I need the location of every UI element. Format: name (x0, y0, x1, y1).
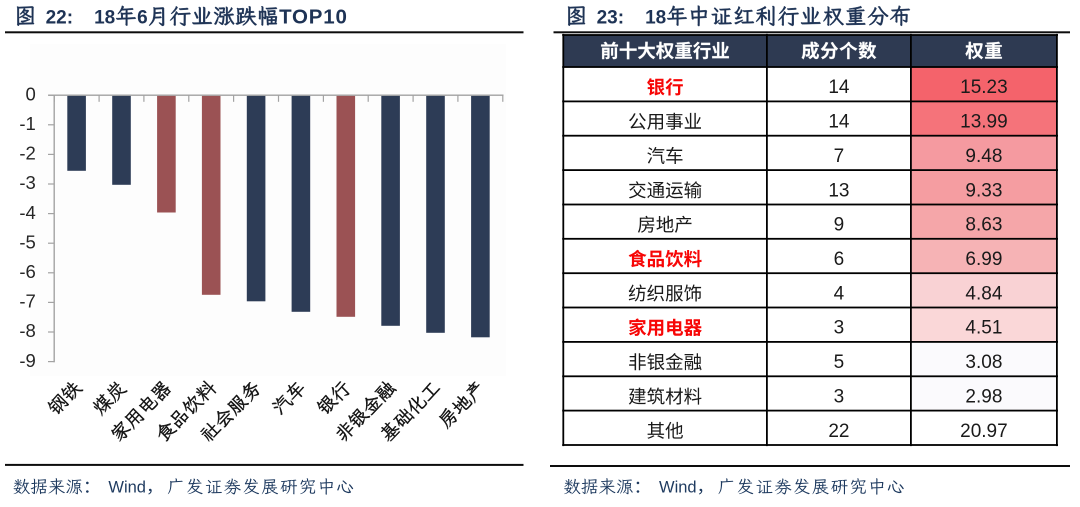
svg-text:3.08: 3.08 (965, 352, 1002, 373)
svg-text:13.99: 13.99 (960, 112, 1008, 133)
svg-text:-3: -3 (19, 172, 35, 193)
svg-text:3: 3 (834, 318, 845, 339)
svg-text:13: 13 (828, 180, 849, 201)
svg-text:3: 3 (834, 387, 845, 408)
svg-text:22:: 22: (46, 8, 73, 29)
svg-text:18: 18 (94, 8, 115, 29)
svg-text:-1: -1 (19, 113, 35, 134)
svg-text:4.84: 4.84 (965, 283, 1002, 304)
svg-text:0: 0 (26, 83, 36, 104)
svg-text:6.99: 6.99 (965, 249, 1002, 270)
svg-text:-4: -4 (19, 202, 35, 223)
svg-text:9: 9 (834, 215, 845, 236)
svg-text:-2: -2 (19, 143, 35, 164)
svg-text:2.98: 2.98 (965, 387, 1002, 408)
svg-text:6: 6 (834, 249, 845, 270)
svg-text:-6: -6 (19, 261, 35, 282)
svg-text:Wind: Wind (659, 479, 697, 497)
svg-text:8.63: 8.63 (965, 215, 1002, 236)
svg-text:4.51: 4.51 (965, 318, 1002, 339)
svg-text:7: 7 (834, 146, 845, 167)
svg-text:9.33: 9.33 (965, 180, 1002, 201)
svg-text:15.23: 15.23 (960, 77, 1008, 98)
svg-text:9.48: 9.48 (965, 146, 1002, 167)
svg-text:20.97: 20.97 (960, 421, 1008, 442)
svg-text:23:: 23: (597, 8, 624, 29)
svg-text:14: 14 (828, 77, 850, 98)
svg-text:-9: -9 (19, 350, 35, 371)
svg-text:18: 18 (645, 8, 666, 29)
svg-text:Wind: Wind (108, 479, 146, 497)
svg-text:14: 14 (828, 112, 850, 133)
svg-text:22: 22 (828, 421, 849, 442)
svg-text:-8: -8 (19, 320, 35, 341)
svg-text:-5: -5 (19, 231, 35, 252)
svg-text:4: 4 (834, 283, 845, 304)
svg-text:5: 5 (834, 352, 845, 373)
svg-text:-7: -7 (19, 291, 35, 312)
svg-text:TOP10: TOP10 (279, 6, 348, 29)
svg-text:6: 6 (137, 8, 148, 29)
